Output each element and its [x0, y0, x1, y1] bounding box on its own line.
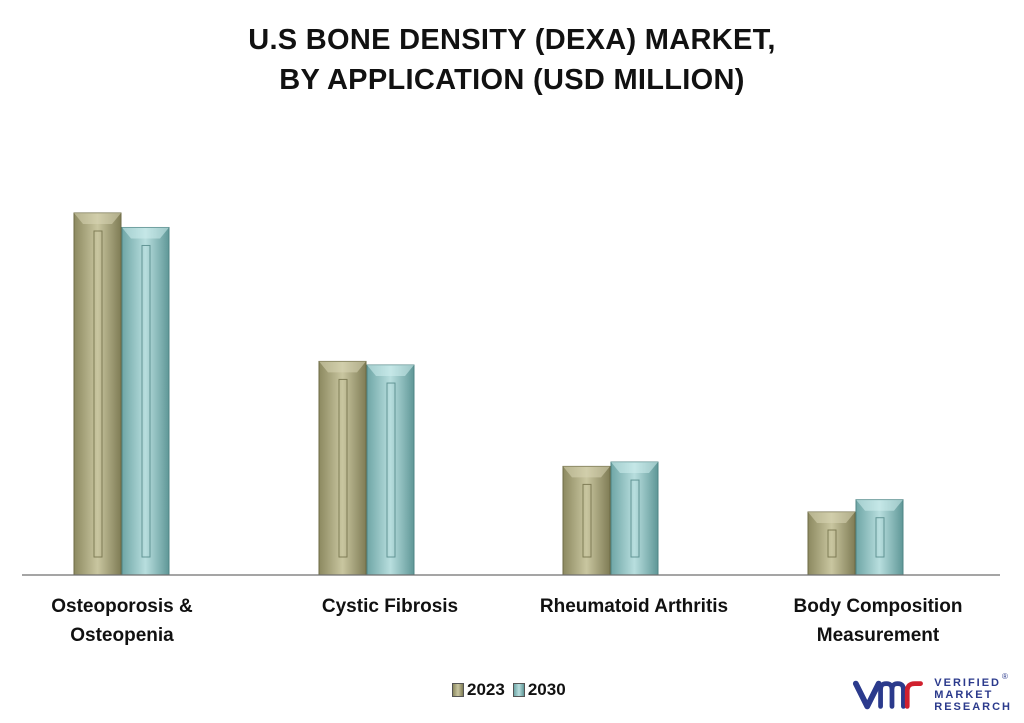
- category-label-0-line-1: Osteopenia: [70, 625, 174, 646]
- category-label-2: Rheumatoid Arthritis: [519, 592, 749, 621]
- category-label-1-line-0: Cystic Fibrosis: [321, 596, 459, 617]
- legend-label-2023: 2023: [467, 680, 505, 699]
- bar-2030-3: [855, 499, 904, 576]
- bar-2030-2: [610, 461, 659, 576]
- category-label-0-line-0: Osteoporosis &: [51, 596, 193, 617]
- legend-swatch-2023: [452, 683, 464, 697]
- legend-item-2030: 2030: [512, 680, 566, 700]
- bar-2023-3: [807, 511, 856, 576]
- category-label-0: Osteoporosis & Osteopenia: [7, 592, 237, 650]
- bar-2023-1: [318, 360, 367, 576]
- category-label-1: Cystic Fibrosis: [275, 592, 505, 621]
- chart-title-line-2: BY APPLICATION (USD MILLION): [279, 64, 745, 96]
- category-label-3-line-1: Measurement: [816, 625, 940, 646]
- vmr-logo-text: VERIFIED MARKET RESEARCH: [934, 677, 1012, 713]
- legend-swatch-2030: [512, 683, 525, 697]
- bar-2030-1: [366, 364, 415, 576]
- logo-line-2: MARKET: [934, 689, 994, 701]
- vmr-logo-icon: [852, 680, 923, 710]
- chart-title: U.S BONE DENSITY (DEXA) MARKET, BY APPLI…: [0, 20, 1024, 100]
- category-label-3-line-0: Body Composition: [793, 596, 963, 617]
- legend-item-2023: 2023: [452, 680, 505, 700]
- bar-2030-0: [121, 226, 170, 576]
- legend: 2023 2030: [452, 678, 574, 702]
- bar-2023-2: [562, 465, 611, 576]
- logo-line-3: RESEARCH: [934, 701, 1012, 713]
- vmr-logo: VERIFIED MARKET RESEARCH ®: [852, 672, 1012, 716]
- logo-line-1: VERIFIED: [934, 677, 1001, 689]
- category-label-2-line-0: Rheumatoid Arthritis: [539, 596, 729, 617]
- bar-2023-0: [73, 212, 122, 576]
- legend-label-2030: 2030: [527, 680, 566, 699]
- chart-title-line-1: U.S BONE DENSITY (DEXA) MARKET,: [248, 24, 776, 56]
- registered-mark: ®: [1002, 672, 1008, 681]
- category-label-3: Body Composition Measurement: [763, 592, 993, 650]
